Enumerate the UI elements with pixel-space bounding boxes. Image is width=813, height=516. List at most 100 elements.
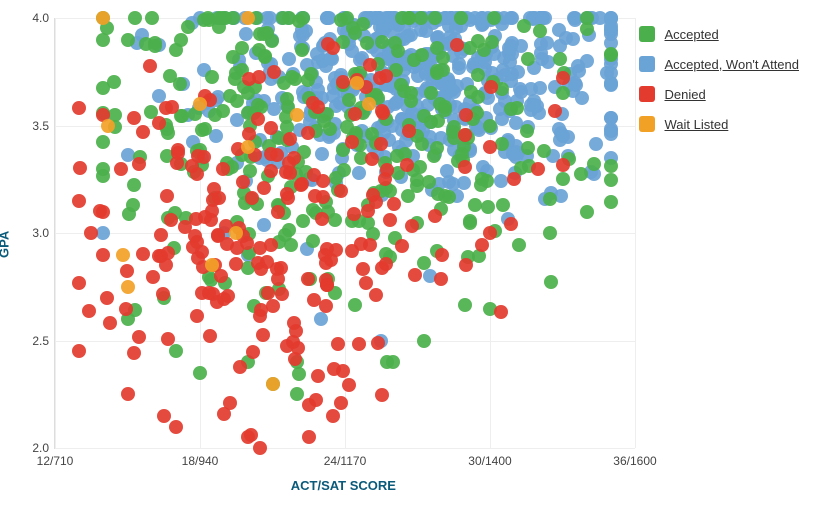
data-point[interactable] bbox=[271, 205, 285, 219]
data-point[interactable] bbox=[119, 302, 133, 316]
data-point[interactable] bbox=[328, 213, 342, 227]
data-point[interactable] bbox=[281, 191, 295, 205]
data-point[interactable] bbox=[258, 50, 272, 64]
data-point[interactable] bbox=[246, 345, 260, 359]
data-point[interactable] bbox=[127, 111, 141, 125]
data-point[interactable] bbox=[329, 243, 343, 257]
data-point[interactable] bbox=[251, 256, 265, 270]
data-point[interactable] bbox=[190, 309, 204, 323]
data-point[interactable] bbox=[161, 332, 175, 346]
data-point[interactable] bbox=[347, 207, 361, 221]
data-point[interactable] bbox=[548, 104, 562, 118]
data-point[interactable] bbox=[283, 132, 297, 146]
data-point[interactable] bbox=[308, 189, 322, 203]
data-point[interactable] bbox=[306, 234, 320, 248]
data-point[interactable] bbox=[387, 197, 401, 211]
data-point[interactable] bbox=[480, 174, 494, 188]
data-point[interactable] bbox=[475, 238, 489, 252]
data-point[interactable] bbox=[556, 71, 570, 85]
data-point[interactable] bbox=[72, 344, 86, 358]
data-point[interactable] bbox=[604, 111, 618, 125]
data-point[interactable] bbox=[96, 248, 110, 262]
data-point[interactable] bbox=[103, 316, 117, 330]
data-point[interactable] bbox=[580, 54, 594, 68]
data-point[interactable] bbox=[496, 63, 510, 77]
data-point[interactable] bbox=[116, 248, 130, 262]
data-point[interactable] bbox=[193, 97, 207, 111]
data-point[interactable] bbox=[533, 24, 547, 38]
data-point[interactable] bbox=[319, 299, 333, 313]
data-point[interactable] bbox=[604, 48, 618, 62]
data-point[interactable] bbox=[321, 37, 335, 51]
data-point[interactable] bbox=[329, 171, 343, 185]
data-point[interactable] bbox=[483, 119, 497, 133]
data-point[interactable] bbox=[205, 70, 219, 84]
data-point[interactable] bbox=[217, 407, 231, 421]
data-point[interactable] bbox=[136, 125, 150, 139]
data-point[interactable] bbox=[72, 276, 86, 290]
data-point[interactable] bbox=[285, 70, 299, 84]
data-point[interactable] bbox=[415, 137, 429, 151]
data-point[interactable] bbox=[531, 162, 545, 176]
data-point[interactable] bbox=[455, 147, 469, 161]
data-point[interactable] bbox=[203, 329, 217, 343]
data-point[interactable] bbox=[459, 108, 473, 122]
data-point[interactable] bbox=[580, 205, 594, 219]
data-point[interactable] bbox=[402, 124, 416, 138]
data-point[interactable] bbox=[96, 162, 110, 176]
data-point[interactable] bbox=[484, 80, 498, 94]
data-point[interactable] bbox=[604, 127, 618, 141]
data-point[interactable] bbox=[195, 245, 209, 259]
data-point[interactable] bbox=[543, 226, 557, 240]
data-point[interactable] bbox=[185, 159, 199, 173]
data-point[interactable] bbox=[96, 135, 110, 149]
data-point[interactable] bbox=[218, 11, 232, 25]
data-point[interactable] bbox=[402, 11, 416, 25]
data-point[interactable] bbox=[454, 11, 468, 25]
data-point[interactable] bbox=[290, 387, 304, 401]
data-point[interactable] bbox=[494, 305, 508, 319]
data-point[interactable] bbox=[161, 126, 175, 140]
data-point[interactable] bbox=[251, 112, 265, 126]
data-point[interactable] bbox=[458, 160, 472, 174]
data-point[interactable] bbox=[417, 256, 431, 270]
data-point[interactable] bbox=[507, 172, 521, 186]
data-point[interactable] bbox=[159, 258, 173, 272]
data-point[interactable] bbox=[345, 244, 359, 258]
data-point[interactable] bbox=[275, 287, 289, 301]
data-point[interactable] bbox=[157, 409, 171, 423]
data-point[interactable] bbox=[242, 127, 256, 141]
data-point[interactable] bbox=[100, 291, 114, 305]
data-point[interactable] bbox=[114, 162, 128, 176]
data-point[interactable] bbox=[202, 286, 216, 300]
data-point[interactable] bbox=[121, 33, 135, 47]
data-point[interactable] bbox=[504, 217, 518, 231]
data-point[interactable] bbox=[543, 192, 557, 206]
data-point[interactable] bbox=[369, 288, 383, 302]
data-point[interactable] bbox=[580, 11, 594, 25]
data-point[interactable] bbox=[496, 198, 510, 212]
data-point[interactable] bbox=[256, 328, 270, 342]
data-point[interactable] bbox=[253, 309, 267, 323]
data-point[interactable] bbox=[165, 100, 179, 114]
data-point[interactable] bbox=[422, 175, 436, 189]
data-point[interactable] bbox=[379, 257, 393, 271]
data-point[interactable] bbox=[127, 178, 141, 192]
data-point[interactable] bbox=[512, 238, 526, 252]
data-point[interactable] bbox=[148, 39, 162, 53]
data-point[interactable] bbox=[527, 98, 541, 112]
data-point[interactable] bbox=[265, 34, 279, 48]
data-point[interactable] bbox=[146, 270, 160, 284]
data-point[interactable] bbox=[428, 11, 442, 25]
data-point[interactable] bbox=[171, 146, 185, 160]
data-point[interactable] bbox=[257, 181, 271, 195]
data-point[interactable] bbox=[450, 38, 464, 52]
data-point[interactable] bbox=[495, 137, 509, 151]
data-point[interactable] bbox=[331, 337, 345, 351]
data-point[interactable] bbox=[96, 33, 110, 47]
data-point[interactable] bbox=[169, 344, 183, 358]
data-point[interactable] bbox=[296, 11, 310, 25]
data-point[interactable] bbox=[363, 238, 377, 252]
data-point[interactable] bbox=[334, 184, 348, 198]
data-point[interactable] bbox=[264, 164, 278, 178]
